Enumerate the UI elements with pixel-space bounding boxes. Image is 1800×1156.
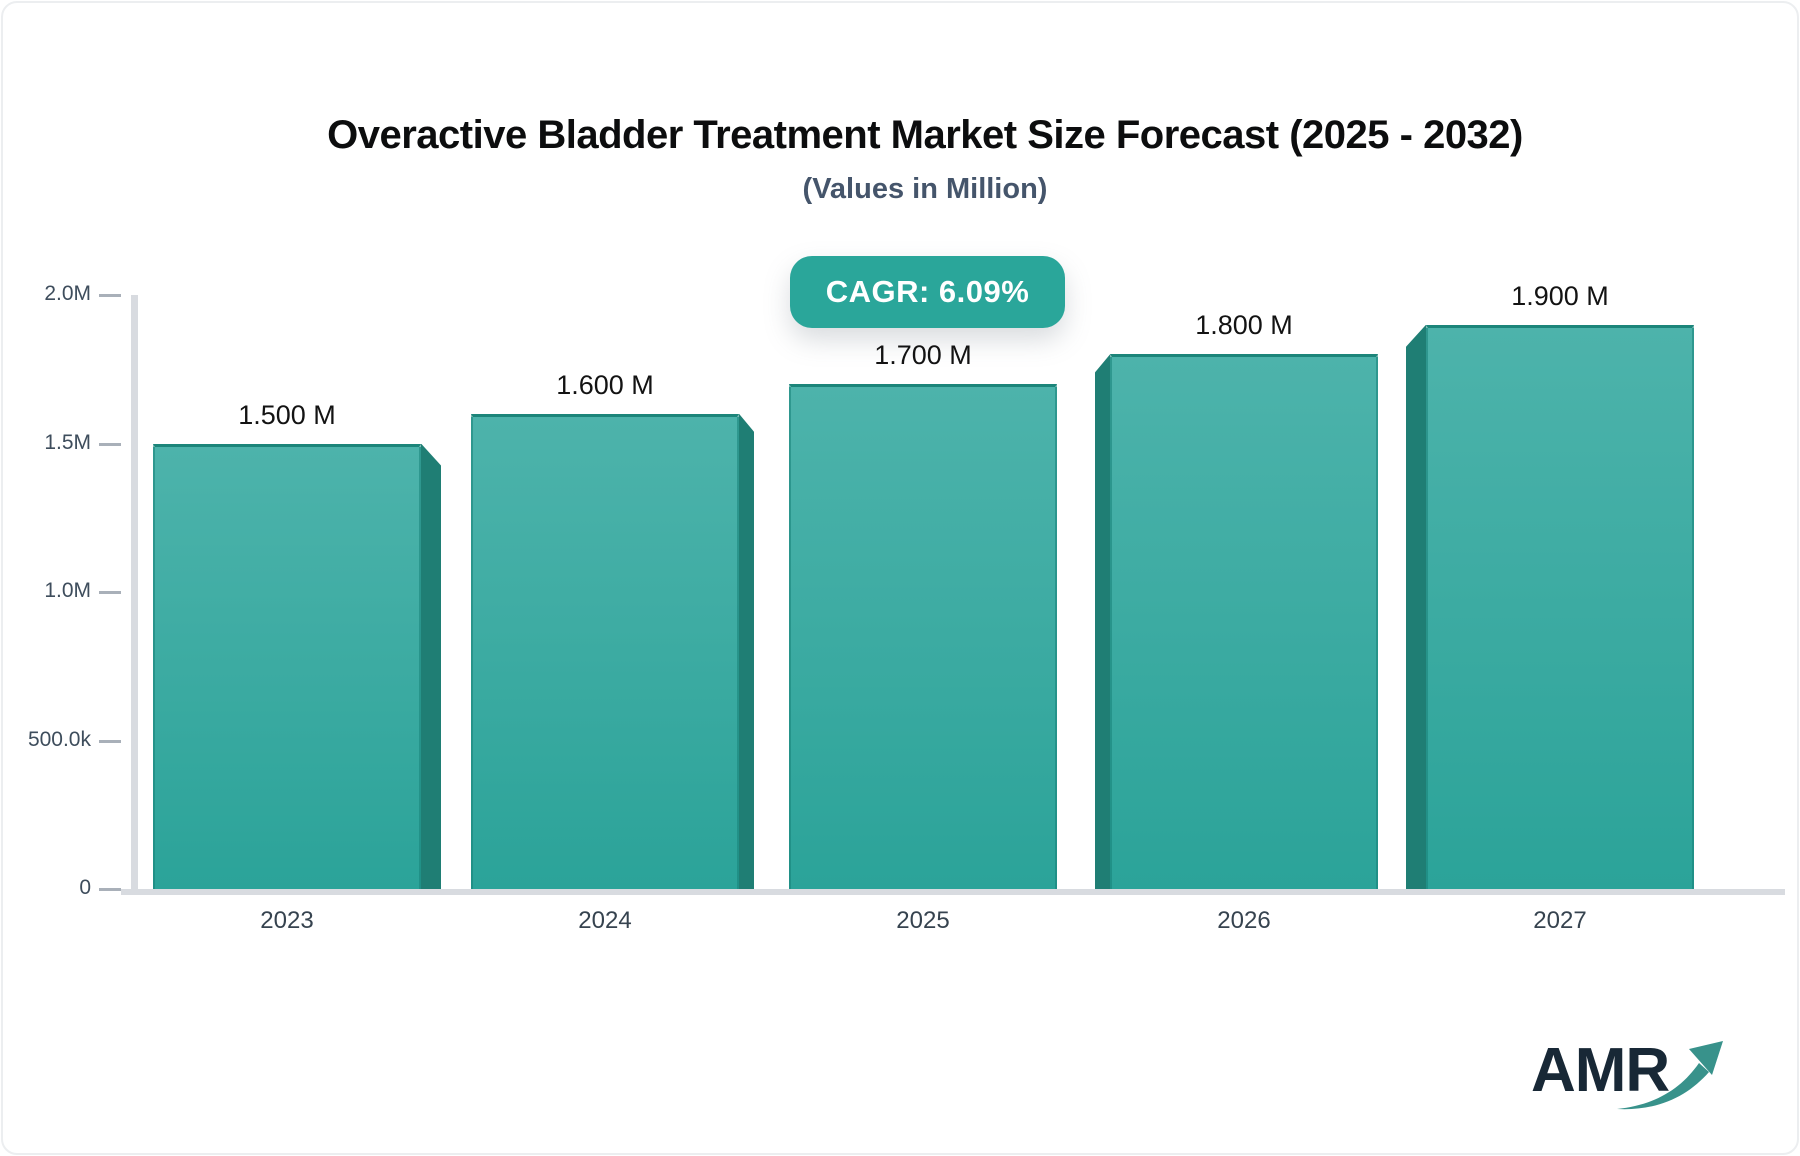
bar-2026-side-face xyxy=(1095,354,1110,889)
x-axis-label-2024: 2024 xyxy=(578,907,632,934)
x-axis-label-2025: 2025 xyxy=(896,907,950,934)
bar-2024-side-face xyxy=(739,413,754,889)
y-tick-label-0: 0 xyxy=(79,876,91,899)
x-axis-label-2023: 2023 xyxy=(260,907,314,934)
y-tick-mark-1.5M xyxy=(99,442,121,446)
amr-logo: AMR xyxy=(1531,1035,1731,1115)
chart-title: Overactive Bladder Treatment Market Size… xyxy=(327,113,1523,157)
bar-value-label-2027: 1.900 M xyxy=(1511,280,1609,311)
y-tick-label-2.0M: 2.0M xyxy=(44,282,91,305)
y-axis-line xyxy=(131,295,138,895)
bar-value-label-2024: 1.600 M xyxy=(556,369,654,400)
y-tick-mark-0 xyxy=(99,888,121,891)
bar-2027 xyxy=(1426,324,1694,889)
y-tick-label-500.0k: 500.0k xyxy=(27,727,91,751)
y-tick-mark-2.0M xyxy=(99,294,121,297)
y-tick-label-1.0M: 1.0M xyxy=(44,579,91,602)
y-tick-mark-500.0k xyxy=(99,739,121,743)
bar-2026 xyxy=(1110,354,1378,889)
bar-2023 xyxy=(153,443,421,889)
bar-2024 xyxy=(471,413,739,889)
amr-logo-text: AMR xyxy=(1531,1036,1670,1105)
bar-value-label-2026: 1.800 M xyxy=(1195,310,1293,341)
x-axis-label-2026: 2026 xyxy=(1217,907,1271,934)
bar-2027-side-face xyxy=(1406,324,1426,889)
bar-2023-side-face xyxy=(421,443,441,889)
x-axis-baseline xyxy=(121,889,1785,895)
bar-value-label-2023: 1.500 M xyxy=(238,399,336,430)
growth-arrow-icon xyxy=(1617,1041,1723,1110)
cagr-badge: CAGR: 6.09% xyxy=(790,256,1065,328)
cagr-badge-label: CAGR: 6.09% xyxy=(825,274,1030,309)
chart-subtitle: (Values in Million) xyxy=(802,173,1048,205)
bar-2025 xyxy=(789,384,1057,889)
x-axis-label-2027: 2027 xyxy=(1533,907,1587,934)
bar-value-label-2025: 1.700 M xyxy=(874,340,972,371)
y-tick-mark-1.0M xyxy=(99,591,121,594)
y-tick-label-1.5M: 1.5M xyxy=(44,430,91,454)
